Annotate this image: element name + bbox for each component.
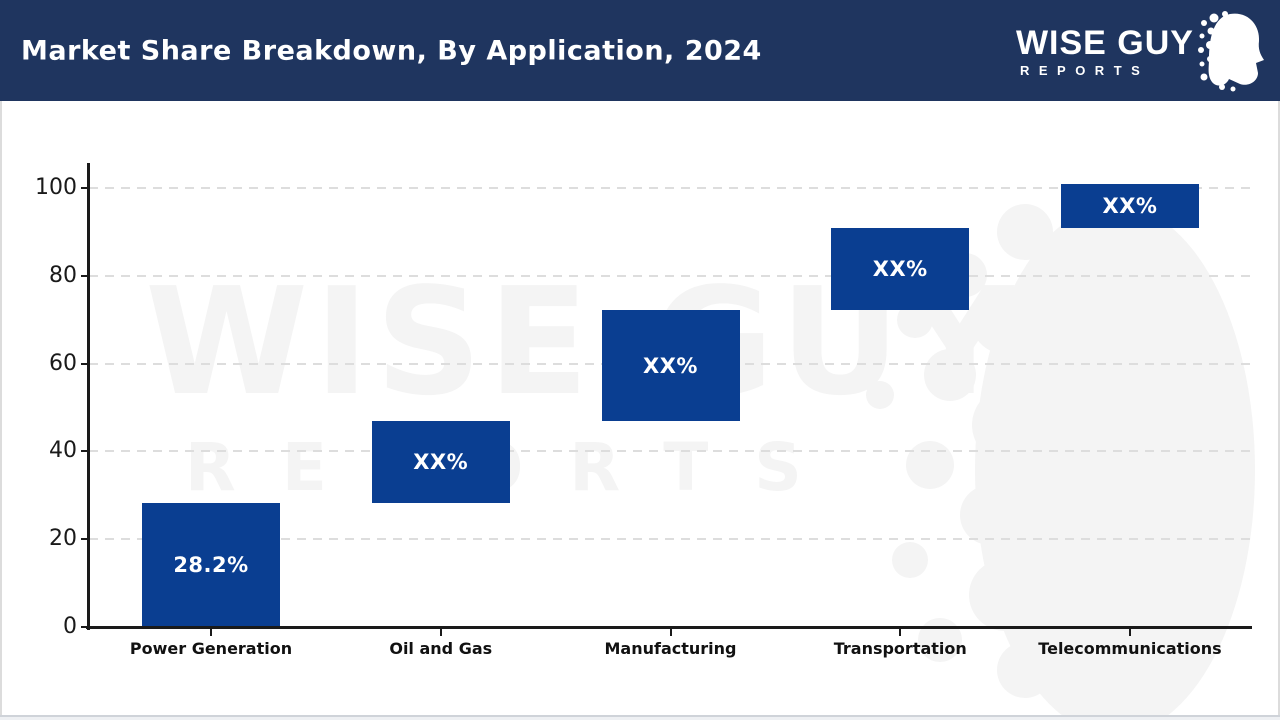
y-tick-label: 40	[49, 438, 77, 464]
gridline	[89, 450, 1252, 453]
bar-oil-and-gas: XX%	[371, 421, 510, 503]
gridline	[89, 537, 1252, 540]
y-tick-label: 60	[49, 350, 77, 376]
x-axis-label: Transportation	[833, 639, 967, 658]
bar-telecommunications: XX%	[1061, 184, 1199, 228]
x-tick-mark	[669, 628, 672, 636]
bar-power-generation: 28.2%	[142, 502, 280, 627]
x-axis-label: Manufacturing	[604, 639, 737, 658]
logo-subtitle: REPORTS	[1019, 62, 1150, 78]
x-axis-label: Oil and Gas	[389, 639, 493, 658]
y-tick-label: 0	[63, 613, 77, 639]
bar-value-label: 28.2%	[173, 552, 249, 577]
chart: 0 20 40 60 80 100 28.2% Power Generation XX% Oil …	[0, 101, 1280, 716]
y-tick-mark	[81, 362, 89, 365]
logo-wordmark: WISE GUY	[1015, 23, 1194, 62]
x-tick-mark	[899, 628, 902, 636]
gridline	[89, 187, 1252, 190]
y-tick-mark	[81, 187, 89, 190]
y-tick-label: 100	[35, 175, 77, 201]
logo-face-icon	[1198, 11, 1264, 92]
logo-text: WISE GUY REPORTS	[1016, 25, 1194, 78]
y-tick-mark	[81, 537, 89, 540]
y-tick-mark	[81, 625, 89, 628]
page-border-bottom-light	[0, 717, 1280, 720]
x-axis-label: Telecommunications	[1038, 639, 1222, 658]
y-tick-mark	[81, 274, 89, 277]
bar-value-label: XX%	[643, 353, 698, 378]
bar-transportation: XX%	[831, 228, 970, 311]
page-border-bottom	[0, 715, 1280, 717]
bar-value-label: XX%	[1102, 194, 1158, 219]
y-tick-label: 80	[49, 262, 77, 288]
bar-value-label: XX%	[872, 257, 928, 282]
y-tick-mark	[81, 450, 89, 453]
x-tick-mark	[1129, 628, 1131, 636]
logo: WISE GUY REPORTS	[1016, 8, 1266, 94]
bar-value-label: XX%	[413, 450, 469, 475]
bar-manufacturing: XX%	[601, 310, 740, 422]
header-bar: Market Share Breakdown, By Application, …	[0, 0, 1280, 101]
y-tick-label: 20	[49, 525, 77, 551]
x-tick-mark	[210, 628, 212, 636]
page-title: Market Share Breakdown, By Application, …	[21, 35, 762, 66]
x-axis-label: Power Generation	[129, 639, 293, 658]
page-border-left	[0, 101, 2, 716]
watermark-face-icon	[866, 204, 1255, 715]
x-tick-mark	[439, 628, 442, 636]
gridline	[89, 274, 1252, 277]
page-border-right	[1278, 101, 1280, 716]
x-axis-line	[86, 626, 1252, 629]
y-axis-line	[87, 163, 90, 630]
